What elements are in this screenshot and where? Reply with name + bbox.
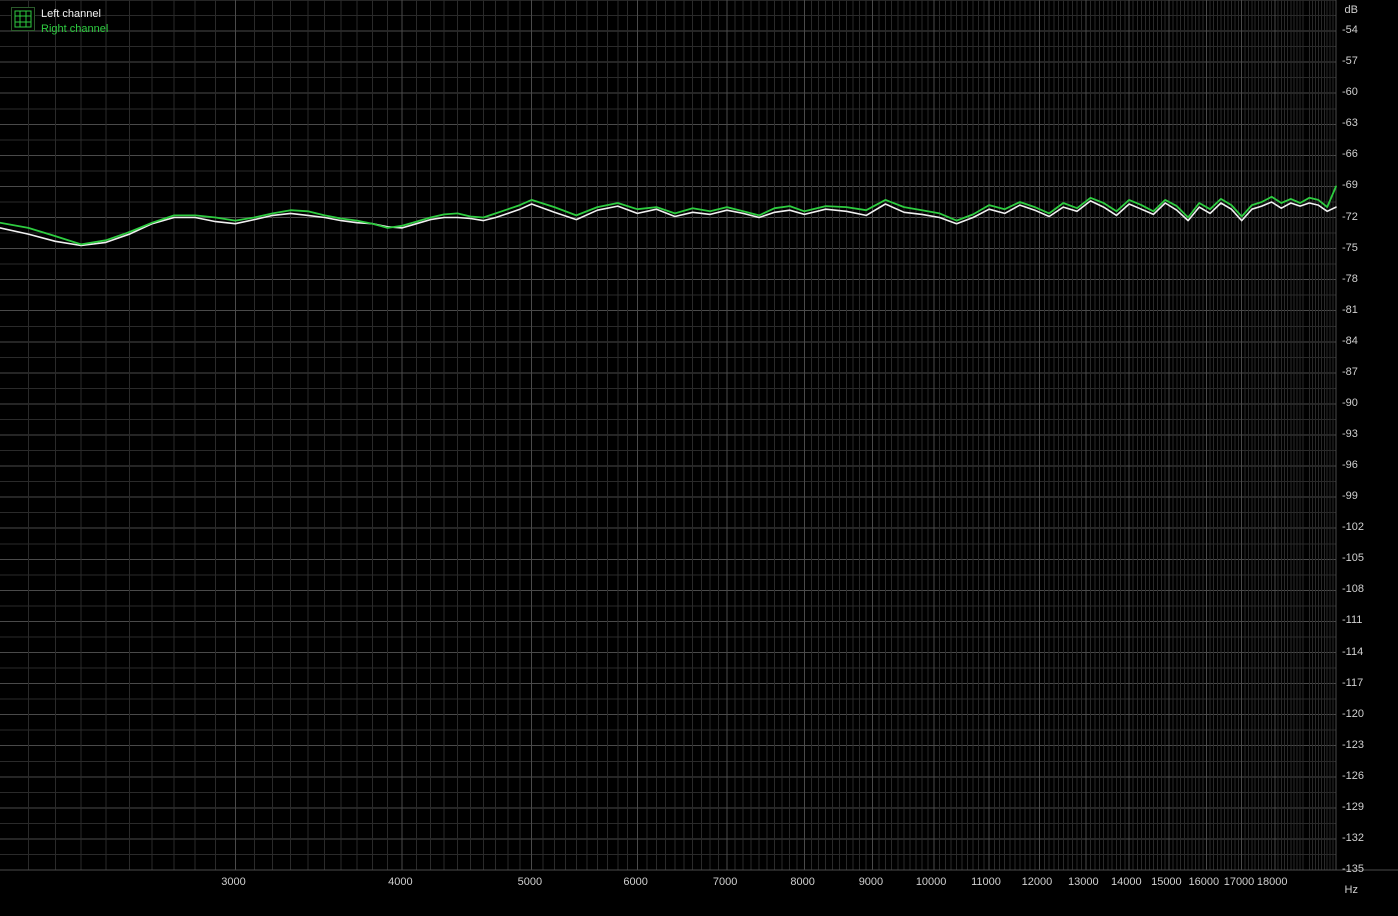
y-tick-label: -99 [1342,490,1358,502]
legend-labels: Left channel Right channel [41,7,108,37]
y-tick-label: -84 [1342,335,1358,347]
y-tick-label: -75 [1342,242,1358,254]
x-tick-label: 14000 [1111,876,1142,888]
legend-left-channel-label: Left channel [41,7,108,22]
y-tick-label: -63 [1342,117,1358,129]
grid-icon [11,7,35,31]
y-tick-label: -105 [1342,552,1364,564]
y-tick-label: -81 [1342,304,1358,316]
x-tick-label: 6000 [623,876,647,888]
y-tick-label: -123 [1342,739,1364,751]
x-tick-label: 17000 [1224,876,1255,888]
y-tick-label: -117 [1342,677,1363,689]
x-tick-label: 9000 [859,876,883,888]
y-tick-label: -57 [1342,55,1358,67]
x-tick-label: 10000 [916,876,947,888]
y-tick-label: -90 [1342,397,1358,409]
y-tick-label: -54 [1342,24,1358,36]
x-tick-label: 11000 [971,876,1001,888]
legend-right-channel-label: Right channel [41,22,108,37]
y-tick-label: -126 [1342,770,1364,782]
x-tick-label: 5000 [518,876,542,888]
spectrum-chart [0,0,1398,916]
y-tick-label: -60 [1342,86,1358,98]
legend-box: Left channel Right channel [11,7,108,37]
y-tick-label: -69 [1342,179,1358,191]
y-tick-label: -66 [1342,148,1358,160]
y-tick-label: -78 [1342,273,1358,285]
x-tick-label: 13000 [1068,876,1099,888]
x-tick-label: 4000 [388,876,412,888]
x-axis-unit-label: Hz [1345,884,1358,896]
x-tick-label: 3000 [221,876,245,888]
y-tick-label: -93 [1342,428,1358,440]
x-tick-label: 8000 [790,876,814,888]
y-tick-label: -96 [1342,459,1358,471]
x-tick-label: 15000 [1151,876,1182,888]
y-tick-label: -132 [1342,832,1364,844]
y-tick-label: -120 [1342,708,1364,720]
x-tick-label: 12000 [1022,876,1053,888]
x-tick-label: 16000 [1189,876,1220,888]
y-tick-label: -72 [1342,211,1358,223]
y-tick-label: -108 [1342,583,1364,595]
x-tick-label: 18000 [1257,876,1288,888]
y-tick-label: -87 [1342,366,1358,378]
y-axis-unit-label: dB [1345,4,1358,16]
spectrum-chart-container: Left channel Right channel dB Hz -54 -57 -… [0,0,1398,916]
x-tick-label: 7000 [713,876,737,888]
y-tick-label: -129 [1342,801,1364,813]
y-tick-label: -114 [1342,646,1363,658]
y-tick-label: -135 [1342,863,1364,875]
y-tick-label: -102 [1342,521,1364,533]
y-tick-label: -111 [1342,614,1362,626]
